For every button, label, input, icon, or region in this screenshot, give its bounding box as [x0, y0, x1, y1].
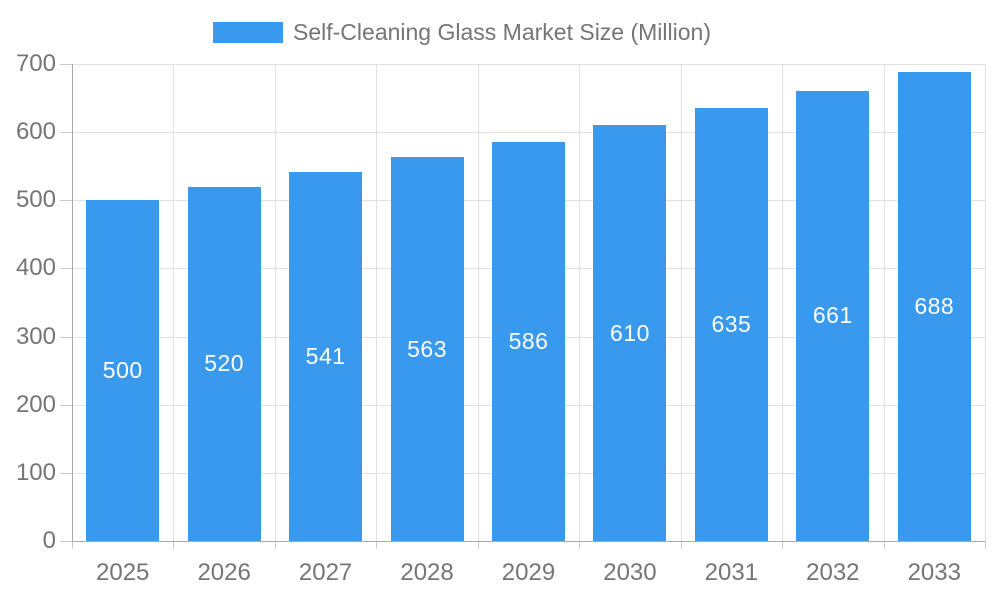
bar-value-label: 541 — [305, 343, 346, 370]
bar-value-label: 500 — [102, 357, 143, 384]
x-tick-label: 2027 — [298, 559, 353, 586]
y-tick-label: 600 — [15, 118, 56, 146]
y-tick-label: 700 — [15, 50, 56, 77]
bar[interactable]: 610 — [593, 125, 667, 541]
y-axis-tick — [60, 200, 72, 202]
y-axis-tick — [60, 132, 72, 134]
x-axis-tick — [985, 541, 986, 549]
y-tick-label: 400 — [15, 254, 56, 282]
x-tick-label: 2028 — [400, 559, 454, 586]
y-axis-tick — [60, 268, 72, 270]
bar-value-label: 688 — [914, 293, 955, 320]
x-axis-tick — [274, 541, 276, 549]
bar[interactable]: 586 — [492, 141, 565, 541]
gridline-x — [985, 64, 986, 541]
legend-label: Self-Cleaning Glass Market Size (Million… — [293, 19, 711, 45]
y-tick-label: 200 — [15, 390, 56, 418]
y-tick-label: 500 — [15, 186, 56, 214]
y-axis-tick — [60, 336, 72, 338]
y-axis-line — [72, 64, 73, 541]
x-axis-tick — [883, 541, 885, 549]
x-tick-label: 2025 — [96, 559, 150, 586]
y-axis-tick — [60, 472, 72, 474]
x-tick-label: 2033 — [907, 559, 961, 586]
bar[interactable]: 661 — [796, 90, 870, 541]
bar[interactable]: 688 — [897, 72, 971, 541]
x-tick-label: 2029 — [501, 559, 556, 586]
bar-value-label: 520 — [204, 350, 245, 377]
bar-value-label: 610 — [610, 319, 650, 346]
x-axis-tick — [579, 541, 581, 549]
bar[interactable]: 563 — [390, 157, 464, 541]
x-axis-tick — [72, 541, 73, 549]
gridline-x — [782, 64, 784, 541]
y-tick-label: 0 — [42, 527, 56, 554]
y-axis-tick — [60, 404, 72, 406]
bar-value-label: 563 — [407, 335, 447, 362]
bar[interactable]: 541 — [289, 172, 363, 541]
bar[interactable]: 520 — [187, 186, 261, 541]
chart-legend[interactable]: Self-Cleaning Glass Market Size (Million… — [213, 19, 711, 45]
legend-swatch-icon — [213, 21, 284, 43]
x-tick-label: 2026 — [197, 559, 251, 586]
x-axis-line — [72, 541, 985, 542]
gridline-x — [376, 64, 378, 541]
y-axis-tick — [60, 541, 72, 542]
bar-value-label: 635 — [711, 311, 752, 338]
x-tick-label: 2030 — [603, 559, 657, 586]
gridline-y — [72, 64, 985, 65]
bar-value-label: 586 — [508, 327, 549, 354]
x-tick-label: 2031 — [704, 559, 759, 586]
x-axis-tick — [173, 541, 175, 549]
y-axis-tick — [60, 64, 72, 65]
gridline-x — [173, 64, 175, 541]
bar[interactable]: 500 — [86, 200, 160, 541]
gridline-x — [680, 64, 682, 541]
x-axis-tick — [477, 541, 479, 549]
x-axis-tick — [376, 541, 378, 549]
gridline-x — [477, 64, 479, 541]
x-tick-label: 2032 — [806, 559, 860, 586]
bar[interactable]: 635 — [694, 108, 768, 541]
gridline-y — [72, 132, 985, 134]
gridline-x — [274, 64, 276, 541]
x-axis-tick — [782, 541, 784, 549]
y-tick-label: 100 — [15, 458, 56, 486]
y-tick-label: 300 — [15, 322, 56, 350]
gridline-x — [579, 64, 581, 541]
bar-value-label: 661 — [812, 302, 853, 329]
gridline-x — [883, 64, 885, 541]
x-axis-tick — [680, 541, 682, 549]
